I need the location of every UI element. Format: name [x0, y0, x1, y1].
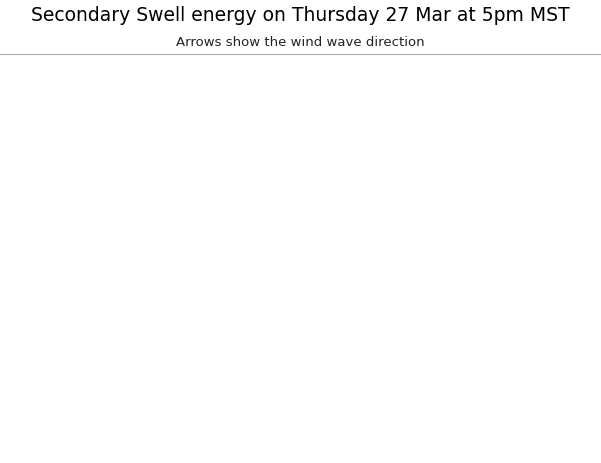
Text: Arrows show the wind wave direction: Arrows show the wind wave direction [176, 36, 425, 49]
Text: Secondary Swell energy on Thursday 27 Mar at 5pm MST: Secondary Swell energy on Thursday 27 Ma… [31, 6, 570, 25]
Text: cartopy required: cartopy required [243, 252, 358, 266]
